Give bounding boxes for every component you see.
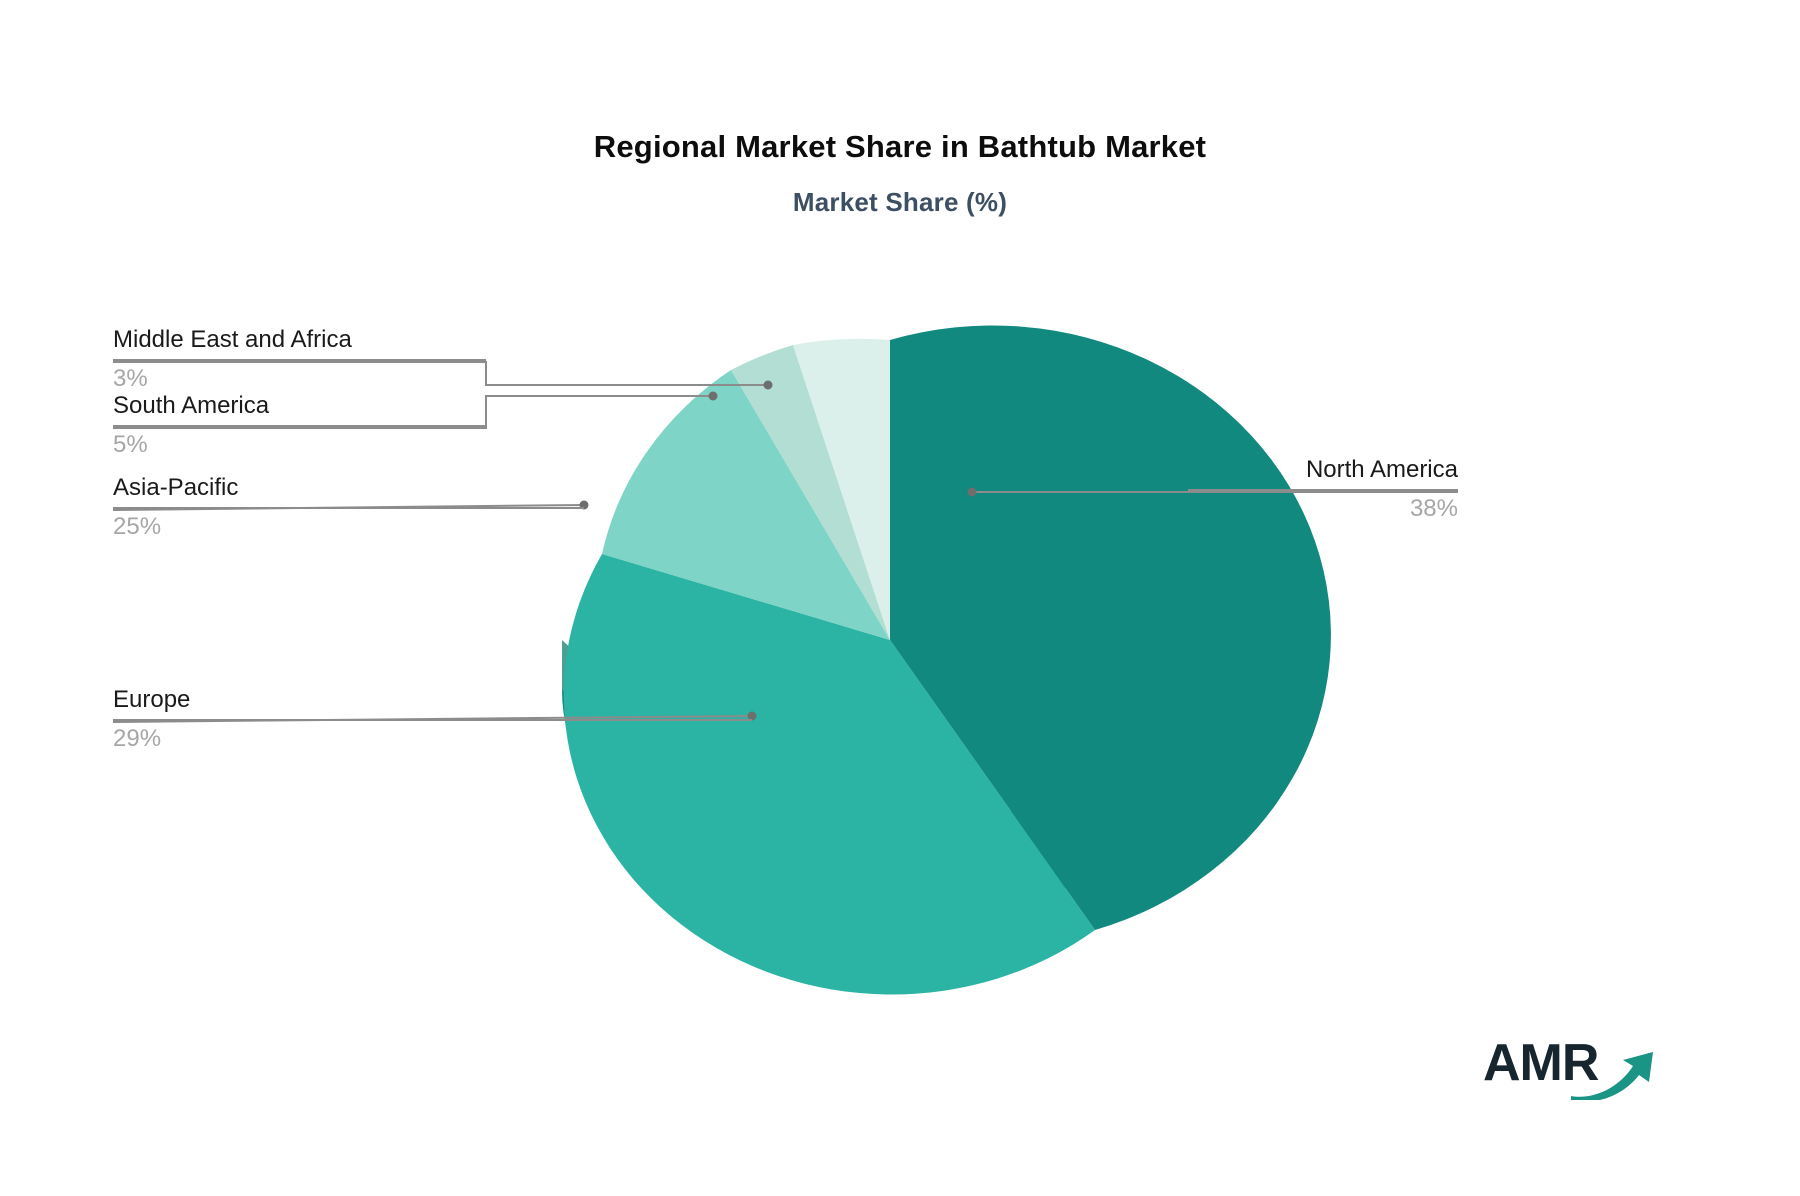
label-middle-east-and-africa[interactable]: Middle East and Africa 3% [113, 325, 486, 394]
pie-slice-north-america[interactable] [890, 325, 1331, 930]
label-north-america-value: 38% [1409, 495, 1458, 522]
label-middle-east-and-africa-value: 3% [113, 365, 148, 392]
pie-slice-asia-pacific[interactable] [602, 370, 890, 640]
amr-logo-text: AMR [1483, 1034, 1599, 1092]
label-north-america[interactable]: North America 38% [1188, 455, 1458, 524]
label-europe[interactable]: Europe 29% [113, 685, 752, 754]
pie-slice-south-america[interactable] [731, 345, 890, 640]
leader-line-south-america [113, 395, 713, 429]
label-rule [113, 425, 486, 427]
label-europe-name: Europe [113, 686, 191, 713]
label-middle-east-and-africa-name: Middle East and Africa [113, 326, 352, 353]
label-south-america[interactable]: South America 5% [113, 391, 486, 460]
amr-logo: AMR [1483, 1034, 1653, 1100]
leader-dot-middle-east-and-africa [763, 380, 773, 390]
leader-dots [579, 380, 977, 721]
label-europe-value: 29% [113, 725, 162, 752]
growth-arrow-icon [1571, 1052, 1653, 1100]
label-asia-pacific[interactable]: Asia-Pacific 25% [113, 473, 584, 542]
leader-dot-north-america [967, 487, 977, 497]
leader-dot-europe [747, 711, 757, 721]
label-rule [1188, 489, 1458, 491]
pie-slice-europe[interactable] [563, 554, 1095, 995]
leader-line-middle-east-and-africa [113, 361, 768, 386]
label-north-america-name: North America [1305, 456, 1458, 483]
label-south-america-name: South America [113, 392, 270, 419]
pie-slice-middle-east-and-africa[interactable] [793, 338, 890, 640]
label-asia-pacific-value: 25% [113, 513, 162, 540]
label-rule [113, 507, 584, 509]
pie-slices [563, 325, 1331, 995]
label-rule [113, 359, 486, 361]
label-south-america-value: 5% [113, 431, 148, 458]
label-rule [113, 719, 752, 721]
leader-dot-south-america [708, 391, 718, 401]
label-asia-pacific-name: Asia-Pacific [113, 474, 239, 501]
